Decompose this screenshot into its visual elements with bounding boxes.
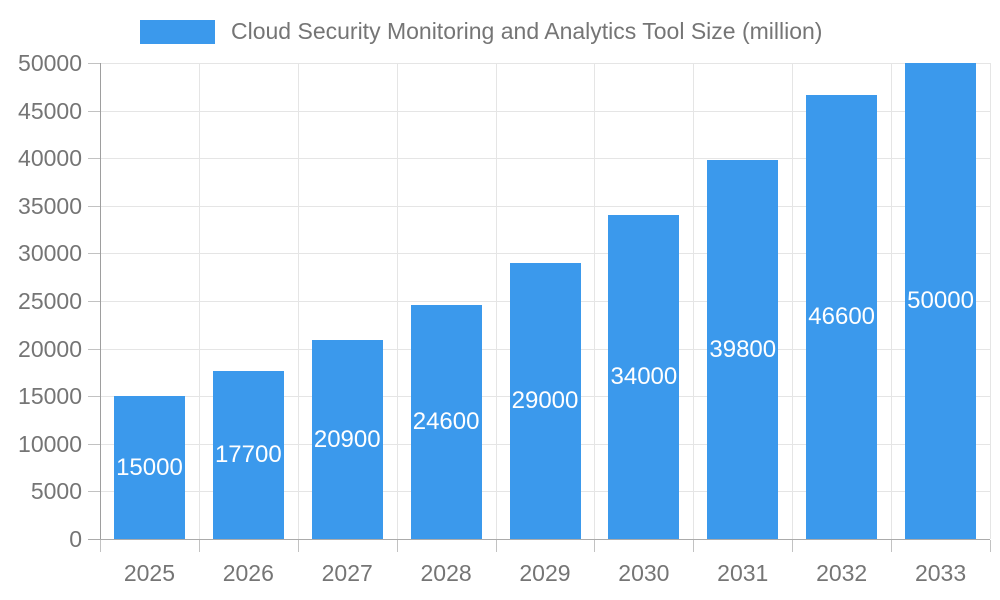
bar-2031[interactable]: 39800: [707, 160, 779, 539]
y-axis-tick: [88, 63, 100, 64]
x-axis-label: 2030: [618, 560, 670, 586]
y-axis-label: 15000: [18, 383, 82, 410]
y-axis-label: 50000: [18, 50, 82, 76]
x-axis-tick: [297, 540, 299, 552]
x-axis-tick: [891, 540, 893, 552]
x-axis-tick: [198, 540, 200, 552]
x-axis-tick: [792, 540, 794, 552]
y-axis-tick: [88, 158, 100, 160]
gridline-horizontal: [100, 253, 990, 255]
y-axis-line: [100, 63, 101, 539]
y-axis-tick: [88, 301, 100, 302]
y-axis-label: 0: [69, 526, 82, 552]
y-axis-label: 45000: [18, 97, 82, 124]
bar-value-label: 17700: [214, 440, 282, 468]
bar-2030[interactable]: 34000: [608, 215, 680, 539]
x-axis-tick: [594, 540, 596, 552]
y-axis-label: 40000: [18, 145, 82, 172]
bar-value-label: 39800: [709, 335, 777, 363]
bar-2033[interactable]: 50000: [905, 63, 977, 539]
gridline-horizontal: [100, 158, 990, 160]
x-axis-tick: [396, 540, 398, 552]
gridline-vertical: [792, 63, 794, 539]
bar-value-label: 29000: [511, 386, 579, 414]
bar-value-label: 34000: [610, 363, 678, 391]
x-axis-label: 2032: [816, 560, 868, 586]
legend-swatch[interactable]: [140, 19, 215, 44]
chart-legend[interactable]: Cloud Security Monitoring and Analytics …: [140, 18, 822, 45]
y-axis-tick: [88, 253, 100, 255]
bar-2026[interactable]: 17700: [212, 370, 284, 539]
x-axis-line: [88, 539, 990, 540]
gridline-vertical: [396, 63, 398, 539]
x-axis-label: 2029: [519, 560, 571, 586]
x-axis-tick: [990, 540, 991, 552]
bar-2027[interactable]: 20900: [311, 340, 383, 539]
y-axis-tick: [88, 110, 100, 112]
x-axis-label: 2026: [222, 560, 274, 586]
bar-value-label: 50000: [907, 287, 974, 314]
gridline-vertical: [594, 63, 596, 539]
x-axis-label: 2028: [420, 560, 472, 586]
bar-value-label: 20900: [313, 425, 381, 453]
bar-2032[interactable]: 46600: [806, 95, 878, 539]
gridline-vertical: [990, 63, 991, 539]
y-axis-tick: [88, 491, 100, 493]
y-axis-label: 25000: [18, 288, 82, 314]
y-axis-label: 5000: [30, 478, 82, 505]
chart-title: Cloud Security Monitoring and Analytics …: [231, 18, 823, 44]
x-axis-label: 2025: [123, 560, 176, 586]
bar-value-label: 15000: [116, 453, 183, 481]
gridline-vertical: [297, 63, 299, 539]
plot-area: 15000 17700 20900 24600 29000 34000 39800 46600…: [18, 51, 991, 585]
gridline-vertical: [495, 63, 497, 539]
y-axis-label: 10000: [18, 430, 82, 457]
x-axis-label: 2031: [717, 560, 769, 586]
gridline-horizontal: [100, 110, 990, 112]
gridline-vertical: [198, 63, 200, 539]
gridline-vertical: [693, 63, 695, 539]
bar-2029[interactable]: 29000: [509, 262, 581, 539]
bar-value-label: 24600: [412, 407, 480, 435]
y-axis-tick: [88, 205, 100, 207]
gridline-horizontal: [100, 205, 990, 207]
y-axis-tick: [88, 443, 100, 445]
y-axis-tick: [88, 396, 100, 398]
x-axis-tick: [100, 540, 101, 552]
y-axis-label: 20000: [18, 335, 82, 362]
x-axis-tick: [693, 540, 695, 552]
y-axis-label: 35000: [18, 192, 82, 219]
bar-2025[interactable]: 15000: [113, 396, 185, 539]
x-axis-tick: [495, 540, 497, 552]
y-axis-tick: [88, 348, 100, 350]
bar-value-label: 46600: [808, 303, 876, 331]
x-axis-label: 2033: [914, 560, 967, 586]
y-axis-label: 30000: [18, 240, 82, 267]
bar-2028[interactable]: 24600: [410, 304, 482, 539]
x-axis-label: 2027: [321, 560, 373, 586]
gridline-vertical: [891, 63, 893, 539]
gridline-horizontal: [100, 63, 990, 64]
